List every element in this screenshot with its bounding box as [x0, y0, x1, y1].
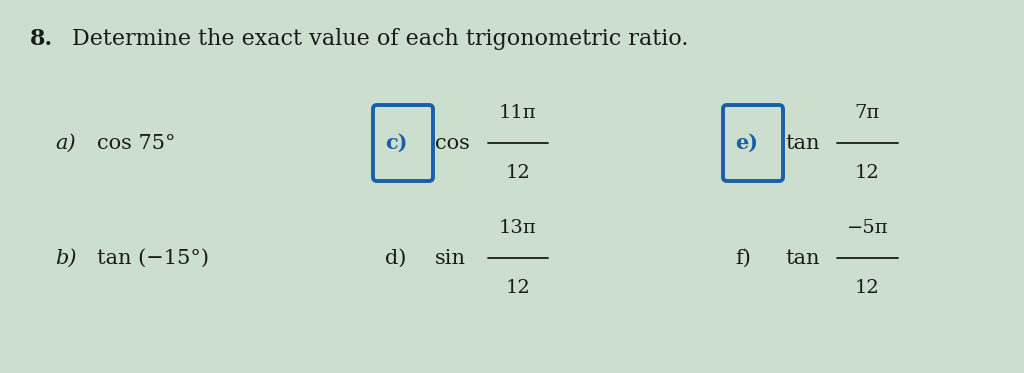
- Text: f): f): [735, 248, 751, 267]
- Text: tan: tan: [785, 134, 819, 153]
- Text: tan (−15°): tan (−15°): [97, 248, 209, 267]
- Text: e): e): [735, 133, 758, 153]
- Text: 8.: 8.: [30, 28, 53, 50]
- Text: cos 75°: cos 75°: [97, 134, 175, 153]
- Text: 12: 12: [505, 279, 529, 297]
- Text: −5π: −5π: [847, 219, 888, 237]
- Text: 7π: 7π: [855, 104, 880, 122]
- Text: 11π: 11π: [499, 104, 537, 122]
- Text: a): a): [55, 134, 76, 153]
- Text: c): c): [385, 133, 408, 153]
- Text: 12: 12: [855, 279, 880, 297]
- Text: d): d): [385, 248, 407, 267]
- Text: cos: cos: [435, 134, 470, 153]
- Text: tan: tan: [785, 248, 819, 267]
- Text: 12: 12: [505, 164, 529, 182]
- Text: 13π: 13π: [499, 219, 537, 237]
- Text: sin: sin: [435, 248, 466, 267]
- Text: 12: 12: [855, 164, 880, 182]
- Text: b): b): [55, 248, 77, 267]
- Text: Determine the exact value of each trigonometric ratio.: Determine the exact value of each trigon…: [72, 28, 688, 50]
